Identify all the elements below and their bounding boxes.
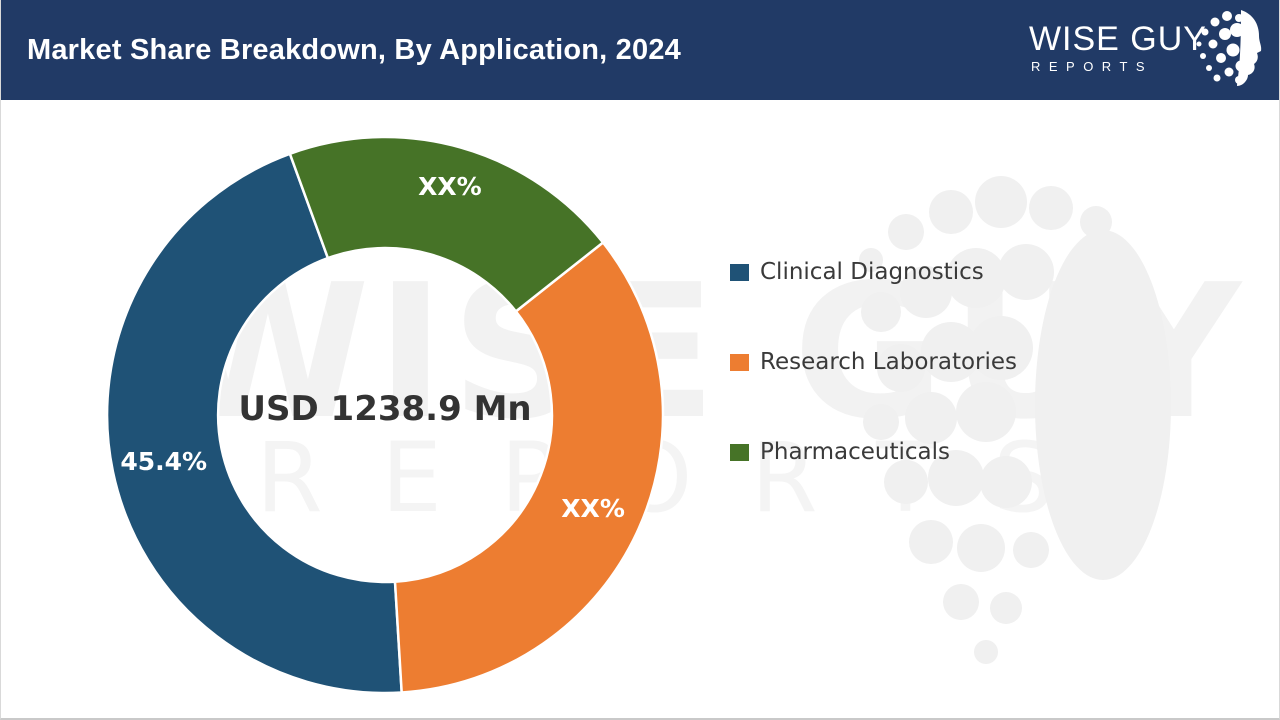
legend-item-pharmaceuticals: Pharmaceuticals: [730, 438, 1017, 466]
legend-swatch-pharmaceuticals: [730, 443, 749, 461]
legend-label: Pharmaceuticals: [760, 439, 950, 465]
legend-swatch-research-laboratories: [730, 353, 749, 371]
legend-label: Clinical Diagnostics: [760, 259, 984, 285]
page-title: Market Share Breakdown, By Application, …: [27, 33, 681, 66]
slice-label: 45.4%: [120, 447, 207, 476]
donut-slice-pharmaceuticals: [288, 135, 605, 313]
donut-center-value: USD 1238.9 Mn: [238, 389, 532, 429]
logo-wordmark: WISE GUY: [1028, 20, 1207, 58]
watermark-face-dots-icon: [859, 176, 1171, 664]
legend-item-clinical-diagnostics: Clinical Diagnostics: [730, 258, 1017, 286]
donut-slice-research-laboratories: [393, 241, 665, 694]
legend-swatch-clinical-diagnostics: [730, 263, 749, 281]
chart-area: WISE GUY R E P O R T S 45.4% XX% XX%: [1, 100, 1280, 720]
logo-subtext: REPORTS: [1030, 59, 1154, 74]
legend: Clinical Diagnostics Research Laboratori…: [730, 258, 1017, 528]
slice-label: XX%: [418, 172, 482, 201]
logo-face-icon: [1196, 10, 1262, 86]
brand-logo: WISE GUY REPORTS: [1029, 8, 1263, 88]
legend-item-research-laboratories: Research Laboratories: [730, 348, 1017, 376]
header-bar: Market Share Breakdown, By Application, …: [1, 0, 1279, 100]
donut-slice-clinical-diagnostics: [105, 152, 403, 695]
brand-logo-text: WISE GUY REPORTS: [1029, 22, 1207, 74]
slice-label: XX%: [561, 494, 625, 523]
legend-label: Research Laboratories: [760, 349, 1018, 375]
donut-chart: 45.4% XX% XX%: [105, 135, 665, 695]
